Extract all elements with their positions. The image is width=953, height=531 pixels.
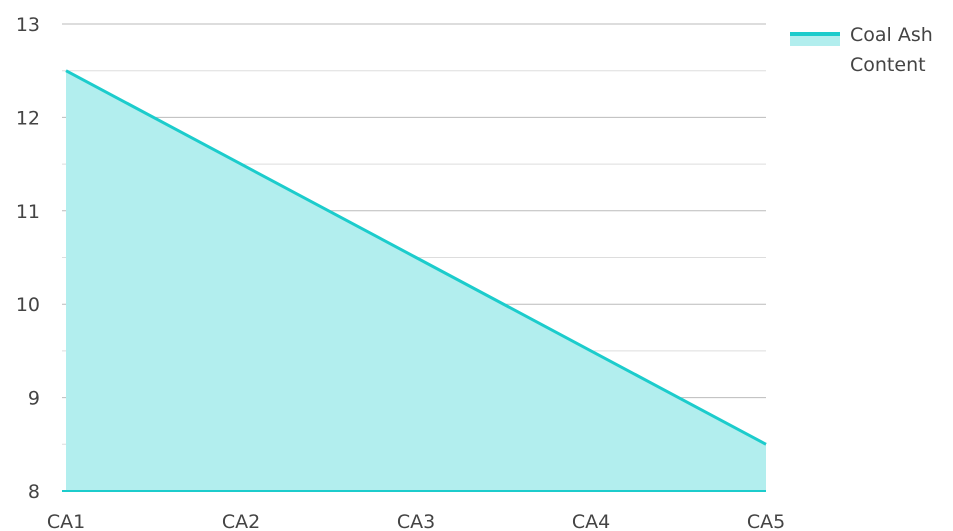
x-tick-label: CA5 — [747, 511, 785, 531]
series-area-fill — [66, 70, 766, 491]
y-tick-label: 9 — [28, 388, 40, 410]
x-tick-label: CA4 — [572, 511, 610, 531]
x-tick-label: CA2 — [222, 511, 260, 531]
y-tick-label: 10 — [16, 294, 40, 316]
y-tick-label: 8 — [28, 481, 40, 503]
x-axis-ticks: CA1 CA2 CA3 CA4 CA5 — [47, 511, 785, 531]
x-tick-label: CA1 — [47, 511, 85, 531]
y-tick-label: 11 — [16, 201, 40, 223]
legend: Coal Ash Content — [790, 20, 950, 80]
y-axis-ticks: 8 9 10 11 12 13 — [16, 14, 40, 503]
series-line — [65, 69, 767, 446]
legend-swatch — [790, 32, 840, 46]
legend-label-coal-ash-content: Coal Ash Content — [850, 24, 933, 76]
y-tick-label: 13 — [16, 14, 40, 36]
x-tick-label: CA3 — [397, 511, 435, 531]
y-tick-label: 12 — [16, 107, 40, 129]
